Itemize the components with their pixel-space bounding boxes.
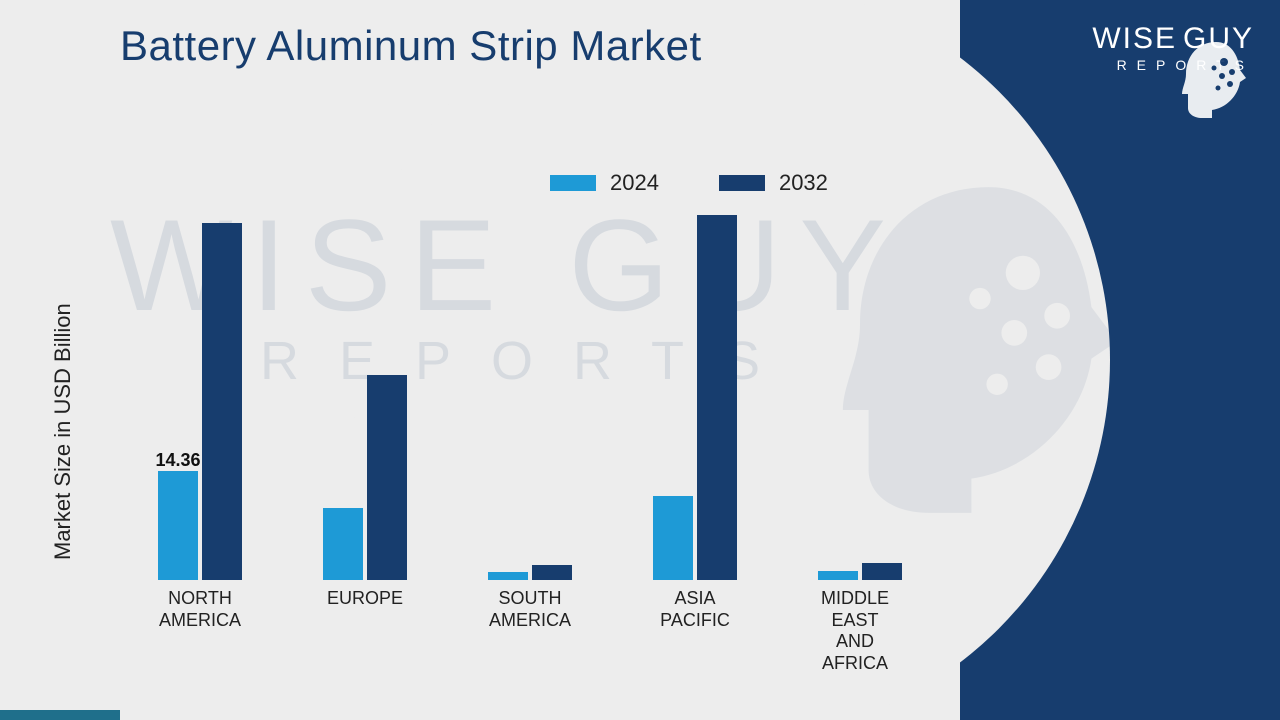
bar bbox=[488, 572, 528, 580]
y-axis-label: Market Size in USD Billion bbox=[50, 303, 76, 560]
legend-swatch-2024 bbox=[550, 175, 596, 191]
legend: 2024 2032 bbox=[550, 170, 828, 196]
chart-title: Battery Aluminum Strip Market bbox=[120, 22, 702, 70]
brand-logo: WISEGUY REPORTS bbox=[1092, 24, 1254, 72]
bar bbox=[653, 496, 693, 580]
x-axis-labels: NORTHAMERICA EUROPE SOUTHAMERICA ASIAPACIFI… bbox=[120, 584, 940, 704]
category-label: EUROPE bbox=[295, 588, 435, 610]
legend-label-2024: 2024 bbox=[610, 170, 659, 196]
legend-label-2032: 2032 bbox=[779, 170, 828, 196]
category-label: NORTHAMERICA bbox=[130, 588, 270, 631]
head-icon bbox=[1178, 38, 1250, 122]
legend-item-2032: 2032 bbox=[719, 170, 828, 196]
bar-group bbox=[305, 375, 425, 580]
chart-canvas: Battery Aluminum Strip Market WISEGUY RE… bbox=[0, 0, 1280, 720]
bar bbox=[818, 571, 858, 580]
category-label: ASIAPACIFIC bbox=[625, 588, 765, 631]
category-label: SOUTHAMERICA bbox=[460, 588, 600, 631]
bar bbox=[532, 565, 572, 580]
brand-word1: WISE bbox=[1092, 22, 1177, 55]
legend-item-2024: 2024 bbox=[550, 170, 659, 196]
legend-swatch-2032 bbox=[719, 175, 765, 191]
bar bbox=[323, 508, 363, 580]
bar bbox=[158, 471, 198, 580]
bar-group bbox=[635, 215, 755, 580]
bar bbox=[862, 563, 902, 580]
bar bbox=[697, 215, 737, 580]
bar-value-label: 14.36 bbox=[155, 450, 200, 471]
bar-group bbox=[800, 563, 920, 580]
accent-bar bbox=[0, 710, 120, 720]
bar bbox=[202, 223, 242, 580]
plot-area: 14.36 bbox=[120, 200, 940, 580]
bar bbox=[367, 375, 407, 580]
bar-group bbox=[140, 223, 260, 580]
category-label: MIDDLEEASTANDAFRICA bbox=[785, 588, 925, 674]
bar-group bbox=[470, 565, 590, 580]
